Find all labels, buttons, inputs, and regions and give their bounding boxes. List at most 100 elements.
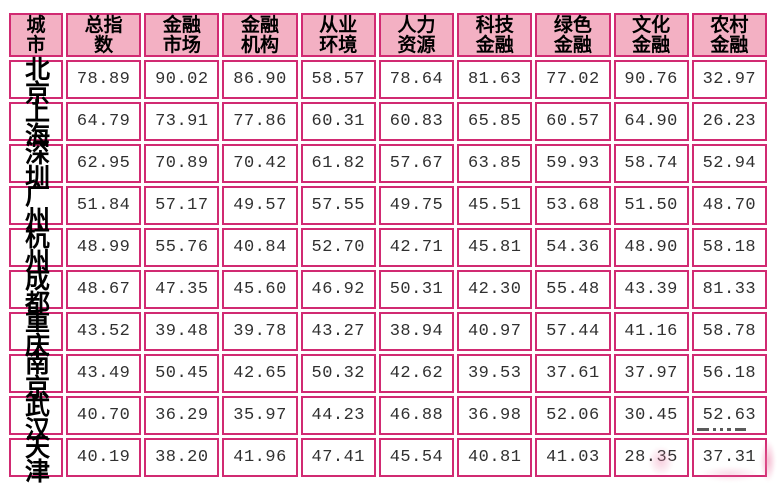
watermark-dashes: [697, 428, 746, 431]
city-cell: 成都: [9, 266, 63, 314]
value-cell: 50.31: [378, 270, 455, 309]
value-cell: 45.60: [222, 270, 298, 309]
value-cell: 37.61: [535, 354, 611, 393]
value-cell: 45.81: [457, 228, 533, 267]
value-cell: 41.03: [535, 438, 611, 477]
value-cell: 64.79: [66, 102, 142, 141]
table-row: 深圳 62.95 70.89 70.42 61.82 57.67 63.85 59.93 58.…: [9, 140, 767, 188]
value-cell: 65.85: [457, 102, 533, 141]
header-tech-finance: 科技 金融: [457, 13, 533, 57]
table-body: 北京 78.89 90.02 86.90 58.57 78.64 81.63 77.02 90.…: [9, 56, 767, 482]
value-cell: 86.90: [222, 60, 298, 99]
value-cell: 57.17: [144, 186, 220, 225]
header-industry-environment: 从业 环境: [300, 13, 376, 57]
value-cell: 49.75: [378, 186, 455, 225]
value-cell: 51.84: [66, 186, 142, 225]
table-row: 杭州 48.99 55.76 40.84 52.70 42.71 45.81 54.36 48.…: [9, 224, 767, 272]
value-cell: 39.78: [222, 312, 298, 351]
value-cell: 41.96: [222, 438, 298, 477]
value-cell: 30.45: [613, 396, 689, 435]
city-cell: 上海: [9, 98, 63, 146]
value-cell: 46.92: [300, 270, 376, 309]
value-cell: 42.71: [378, 228, 455, 267]
value-cell: 42.62: [378, 354, 455, 393]
city-name: 深圳: [21, 139, 51, 188]
city-name: 上海: [21, 97, 51, 146]
value-cell: 81.33: [691, 270, 767, 309]
city-cell: 杭州: [9, 224, 63, 272]
city-cell: 重庆: [9, 308, 63, 356]
value-cell: 90.76: [613, 60, 689, 99]
city-cell: 南京: [9, 350, 63, 398]
value-cell: 62.95: [66, 144, 142, 183]
value-cell: 38.94: [378, 312, 455, 351]
city-name: 重庆: [21, 307, 51, 356]
value-cell: 44.23: [300, 396, 376, 435]
value-cell: 59.93: [535, 144, 611, 183]
value-cell: 60.31: [300, 102, 376, 141]
value-cell: 48.70: [691, 186, 767, 225]
value-cell: 32.97: [691, 60, 767, 99]
value-cell: 78.89: [66, 60, 142, 99]
value-cell: 40.81: [457, 438, 533, 477]
value-cell: 38.20: [144, 438, 220, 477]
city-cell: 北京: [9, 56, 63, 104]
table-row: 武汉 40.70 36.29 35.97 44.23 46.88 36.98 52.06 30.…: [9, 392, 767, 440]
table-row: 北京 78.89 90.02 86.90 58.57 78.64 81.63 77.02 90.…: [9, 56, 767, 104]
city-name: 成都: [21, 265, 51, 314]
value-cell: 45.54: [378, 438, 455, 477]
header-human-resources: 人力 资源: [378, 13, 455, 57]
value-cell: 43.27: [300, 312, 376, 351]
value-cell: 40.84: [222, 228, 298, 267]
value-cell: 51.50: [613, 186, 689, 225]
value-cell: 53.68: [535, 186, 611, 225]
header-culture-finance: 文化 金融: [613, 13, 689, 57]
value-cell: 57.67: [378, 144, 455, 183]
city-cell: 天津: [9, 434, 63, 482]
value-cell: 41.16: [613, 312, 689, 351]
table-row: 南京 43.49 50.45 42.65 50.32 42.62 39.53 37.61 37.…: [9, 350, 767, 398]
value-cell: 42.65: [222, 354, 298, 393]
value-cell: 55.76: [144, 228, 220, 267]
value-cell: 70.42: [222, 144, 298, 183]
city-name: 武汉: [21, 391, 51, 440]
value-cell: 39.48: [144, 312, 220, 351]
city-name: 天津: [21, 433, 51, 482]
value-cell: 49.57: [222, 186, 298, 225]
value-cell: 54.36: [535, 228, 611, 267]
city-name: 广州: [21, 181, 51, 230]
value-cell: 77.02: [535, 60, 611, 99]
value-cell: 63.85: [457, 144, 533, 183]
value-cell: 58.74: [613, 144, 689, 183]
value-cell: 43.49: [66, 354, 142, 393]
value-cell: 90.02: [144, 60, 220, 99]
table-row: 天津 40.19 38.20 41.96 47.41 45.54 40.81 41.03 28.…: [9, 434, 767, 482]
value-cell: 43.39: [613, 270, 689, 309]
value-cell: 50.32: [300, 354, 376, 393]
value-cell: 37.31: [691, 438, 767, 477]
value-cell: 77.86: [222, 102, 298, 141]
city-cell: 武汉: [9, 392, 63, 440]
value-cell: 43.52: [66, 312, 142, 351]
value-cell: 36.98: [457, 396, 533, 435]
value-cell: 48.90: [613, 228, 689, 267]
value-cell: 56.18: [691, 354, 767, 393]
value-cell: 52.94: [691, 144, 767, 183]
value-cell: 60.83: [378, 102, 455, 141]
value-cell: 48.67: [66, 270, 142, 309]
value-cell: 36.29: [144, 396, 220, 435]
value-cell: 73.91: [144, 102, 220, 141]
value-cell: 28.35: [613, 438, 689, 477]
city-financial-index-table: 城 市 总指 数 金融 市场 金融 机构 从业 环境 人力 资源 科技 金融 绿…: [6, 10, 770, 482]
header-total-index: 总指 数: [66, 13, 142, 57]
value-cell: 46.88: [378, 396, 455, 435]
value-cell: 58.78: [691, 312, 767, 351]
value-cell: 47.41: [300, 438, 376, 477]
header-rural-finance: 农村 金融: [691, 13, 767, 57]
city-name: 北京: [21, 55, 51, 104]
value-cell: 40.97: [457, 312, 533, 351]
value-cell: 57.55: [300, 186, 376, 225]
value-cell: 42.30: [457, 270, 533, 309]
city-cell: 深圳: [9, 140, 63, 188]
